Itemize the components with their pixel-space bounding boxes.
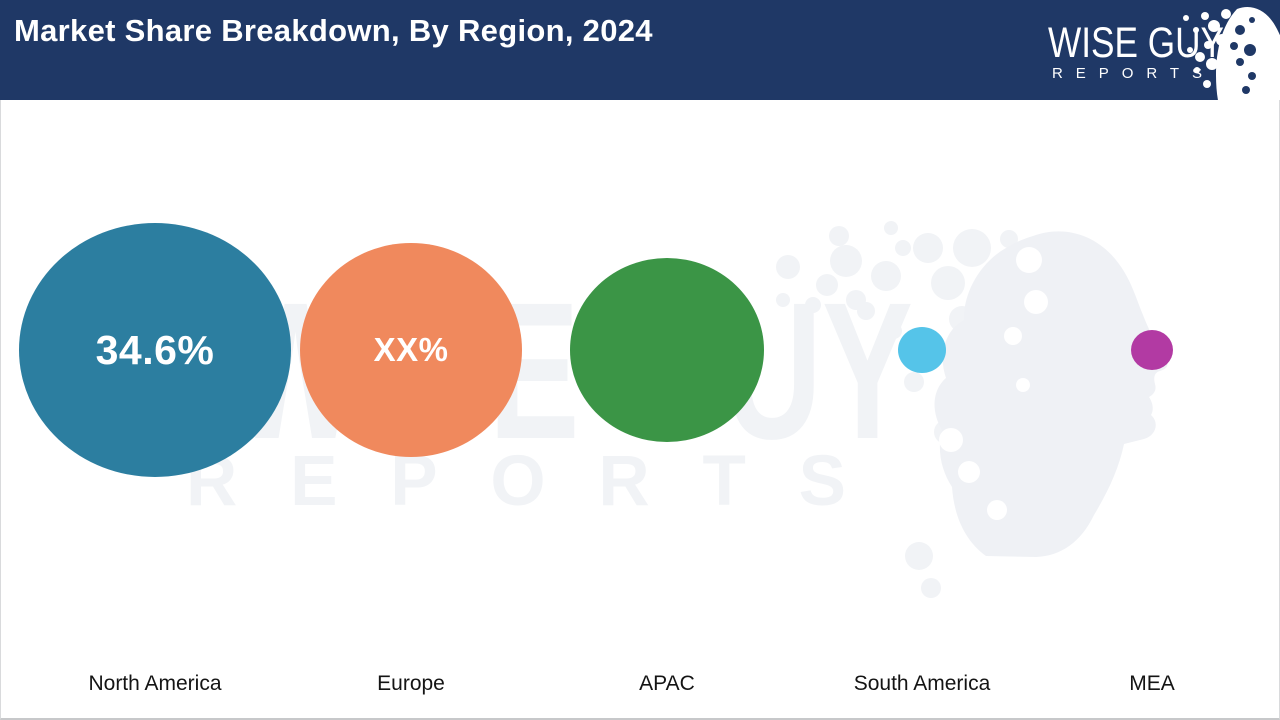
bubble-mea xyxy=(1131,330,1173,370)
watermark-head-punch-dots xyxy=(939,247,1048,520)
watermark-brain-dots xyxy=(776,221,1018,598)
wise-guy-logo: WISE GUY REPORTS xyxy=(1048,7,1280,100)
region-label-south-america: South America xyxy=(853,672,991,695)
page-title: Market Share Breakdown, By Region, 2024 xyxy=(14,13,653,48)
region-label-mea: MEA xyxy=(1129,672,1175,695)
logo-head-icon xyxy=(1183,7,1280,100)
header: Market Share Breakdown, By Region, 2024 … xyxy=(0,0,1280,100)
logo-brain-dots xyxy=(1230,17,1256,94)
region-label-europe: Europe xyxy=(377,672,445,695)
logo-trail-dots xyxy=(1183,9,1235,93)
bubble-europe: XX% xyxy=(300,243,522,457)
watermark-head xyxy=(934,231,1168,558)
bubble-south-america xyxy=(898,327,946,373)
logo-subtext: REPORTS xyxy=(1052,65,1202,82)
bubble-chart: WISE GUY REPORTS xyxy=(0,100,1280,720)
logo-wordmark: WISE GUY xyxy=(1048,19,1224,67)
watermark-subtext: REPORTS xyxy=(186,442,846,521)
region-label-apac: APAC xyxy=(639,672,695,695)
region-label-north-america: North America xyxy=(88,672,222,695)
bubble-north-america: 34.6% xyxy=(19,223,291,477)
bubble-value-label: 34.6% xyxy=(95,326,215,373)
bubble-value-label: XX% xyxy=(373,331,449,368)
bubble-apac xyxy=(570,258,764,442)
